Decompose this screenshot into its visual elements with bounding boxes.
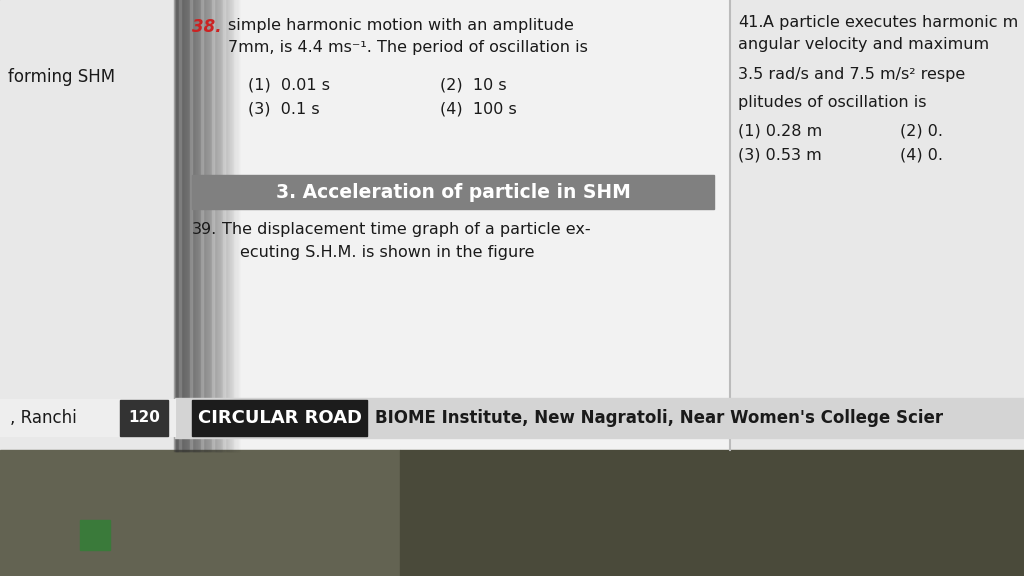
Text: (3)  0.1 s: (3) 0.1 s bbox=[248, 101, 319, 116]
Bar bbox=[0, 0, 175, 450]
Text: 41.: 41. bbox=[738, 15, 764, 30]
Text: (3) 0.53 m: (3) 0.53 m bbox=[738, 147, 821, 162]
Text: forming SHM: forming SHM bbox=[8, 68, 115, 86]
Text: 3. Acceleration of particle in SHM: 3. Acceleration of particle in SHM bbox=[275, 183, 631, 202]
Text: (1) 0.28 m: (1) 0.28 m bbox=[738, 123, 822, 138]
Text: CIRCULAR ROAD: CIRCULAR ROAD bbox=[198, 409, 361, 427]
Text: The displacement time graph of a particle ex-: The displacement time graph of a particl… bbox=[222, 222, 591, 237]
Text: plitudes of oscillation is: plitudes of oscillation is bbox=[738, 95, 927, 110]
Bar bbox=[175, 398, 1024, 438]
Text: (4)  100 s: (4) 100 s bbox=[440, 101, 517, 116]
Text: BIOME Institute, New Nagratoli, Near Women's College Scier: BIOME Institute, New Nagratoli, Near Wom… bbox=[375, 409, 943, 427]
Text: , Ranchi: , Ranchi bbox=[10, 409, 77, 427]
Text: 7mm, is 4.4 ms⁻¹. The period of oscillation is: 7mm, is 4.4 ms⁻¹. The period of oscillat… bbox=[228, 40, 588, 55]
Bar bbox=[193, 400, 367, 436]
Text: ecuting S.H.M. is shown in the figure: ecuting S.H.M. is shown in the figure bbox=[240, 245, 535, 260]
Bar bbox=[80, 520, 110, 550]
Bar bbox=[400, 450, 1024, 576]
Bar bbox=[0, 400, 175, 436]
Text: 120: 120 bbox=[128, 411, 160, 426]
Text: (2)  10 s: (2) 10 s bbox=[440, 78, 507, 93]
Bar bbox=[120, 400, 168, 436]
Text: A particle executes harmonic m: A particle executes harmonic m bbox=[763, 15, 1018, 30]
Text: (2) 0.: (2) 0. bbox=[900, 123, 943, 138]
Bar bbox=[193, 175, 714, 209]
Bar bbox=[730, 0, 1024, 450]
Text: 39.: 39. bbox=[193, 222, 217, 237]
Text: 38.: 38. bbox=[193, 18, 221, 36]
Bar bbox=[175, 0, 730, 450]
Bar bbox=[0, 450, 400, 576]
Text: 3.5 rad/s and 7.5 m/s² respe: 3.5 rad/s and 7.5 m/s² respe bbox=[738, 67, 966, 82]
Text: (4) 0.: (4) 0. bbox=[900, 147, 943, 162]
Text: simple harmonic motion with an amplitude: simple harmonic motion with an amplitude bbox=[228, 18, 573, 33]
Text: angular velocity and maximum: angular velocity and maximum bbox=[738, 37, 989, 52]
Text: (1)  0.01 s: (1) 0.01 s bbox=[248, 78, 330, 93]
